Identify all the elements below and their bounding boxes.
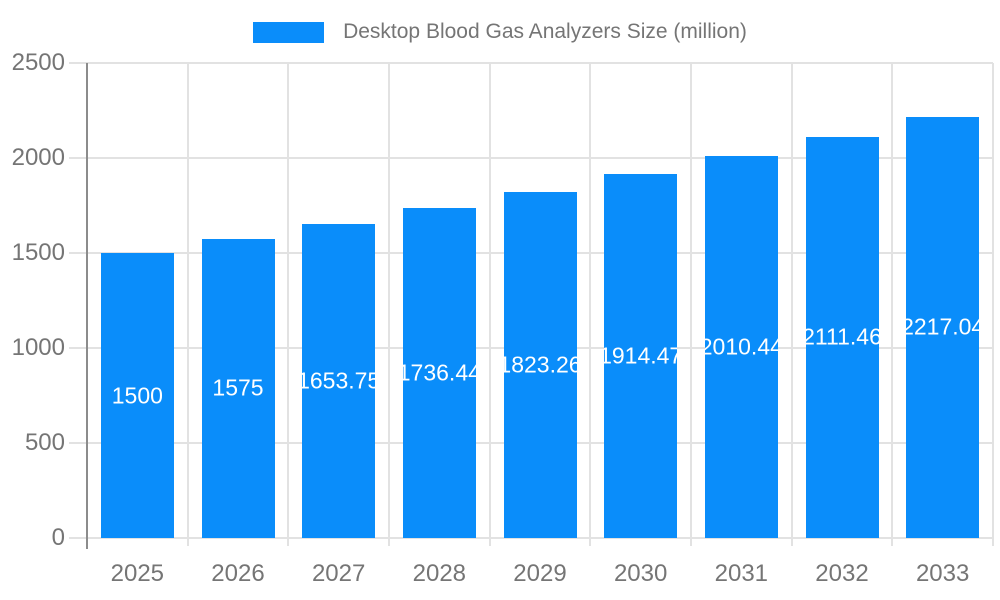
y-axis-tick-label: 2500 (11, 49, 65, 76)
bar-value-label: 1575 (212, 374, 264, 401)
legend-label: Desktop Blood Gas Analyzers Size (millio… (343, 20, 747, 43)
gridline-vertical (287, 63, 290, 546)
legend-swatch-icon (253, 21, 325, 43)
bar-value-label: 2217.04 (906, 313, 980, 340)
x-axis-tick-label: 2025 (110, 560, 165, 587)
bar-value-label: 2111.46 (805, 323, 879, 350)
y-axis-line (86, 63, 88, 549)
x-axis-tick-label: 2031 (714, 560, 769, 587)
gridline-vertical (891, 63, 894, 546)
gridline-horizontal (69, 157, 993, 159)
gridline-vertical (589, 63, 592, 546)
bar-value-label: 1500 (111, 382, 163, 408)
bar-2026[interactable]: 1575 (201, 238, 275, 538)
bar-2027[interactable]: 1653.75 (302, 223, 376, 538)
bar-2028[interactable]: 1736.44 (402, 208, 476, 538)
x-axis-tick-label: 2027 (311, 560, 366, 587)
gridline-vertical (488, 63, 491, 546)
bar-2025[interactable]: 1500 (100, 253, 174, 538)
bar-2033[interactable]: 2217.04 (906, 116, 980, 538)
gridline-vertical (388, 63, 390, 546)
x-axis-tick-label: 2026 (211, 560, 265, 587)
bar-2030[interactable]: 1914.47 (604, 174, 678, 538)
bar-value-label: 1736.44 (402, 359, 476, 386)
x-axis-tick-label: 2028 (412, 560, 467, 587)
y-axis-tick-label: 2000 (11, 144, 65, 171)
y-axis-tick-label: 1000 (11, 334, 65, 361)
bar-value-label: 1653.75 (302, 367, 376, 394)
x-axis-tick-label: 2029 (513, 560, 567, 587)
gridline-vertical (690, 63, 692, 546)
bar-2031[interactable]: 2010.44 (704, 156, 778, 538)
gridline-horizontal (69, 62, 993, 64)
bar-2029[interactable]: 1823.26 (503, 191, 577, 538)
y-axis-tick-label: 1500 (11, 239, 65, 266)
y-axis-tick-label: 500 (24, 429, 65, 456)
bar-value-label: 1823.26 (503, 351, 577, 378)
gridline-horizontal (69, 537, 993, 539)
y-axis-tick-label: 0 (51, 524, 65, 551)
x-axis-tick-label: 2033 (915, 560, 970, 587)
x-axis-tick-label: 2032 (815, 560, 869, 587)
x-axis-tick-label: 2030 (613, 560, 668, 587)
gridline-vertical (186, 63, 189, 546)
bar-value-label: 1914.47 (604, 342, 678, 369)
gridline-vertical (992, 63, 994, 546)
bar-value-label: 2010.44 (704, 333, 778, 360)
bar-2032[interactable]: 2111.46 (805, 136, 879, 538)
gridline-vertical (790, 63, 793, 546)
legend-item[interactable]: Desktop Blood Gas Analyzers Size (millio… (0, 12, 1000, 52)
